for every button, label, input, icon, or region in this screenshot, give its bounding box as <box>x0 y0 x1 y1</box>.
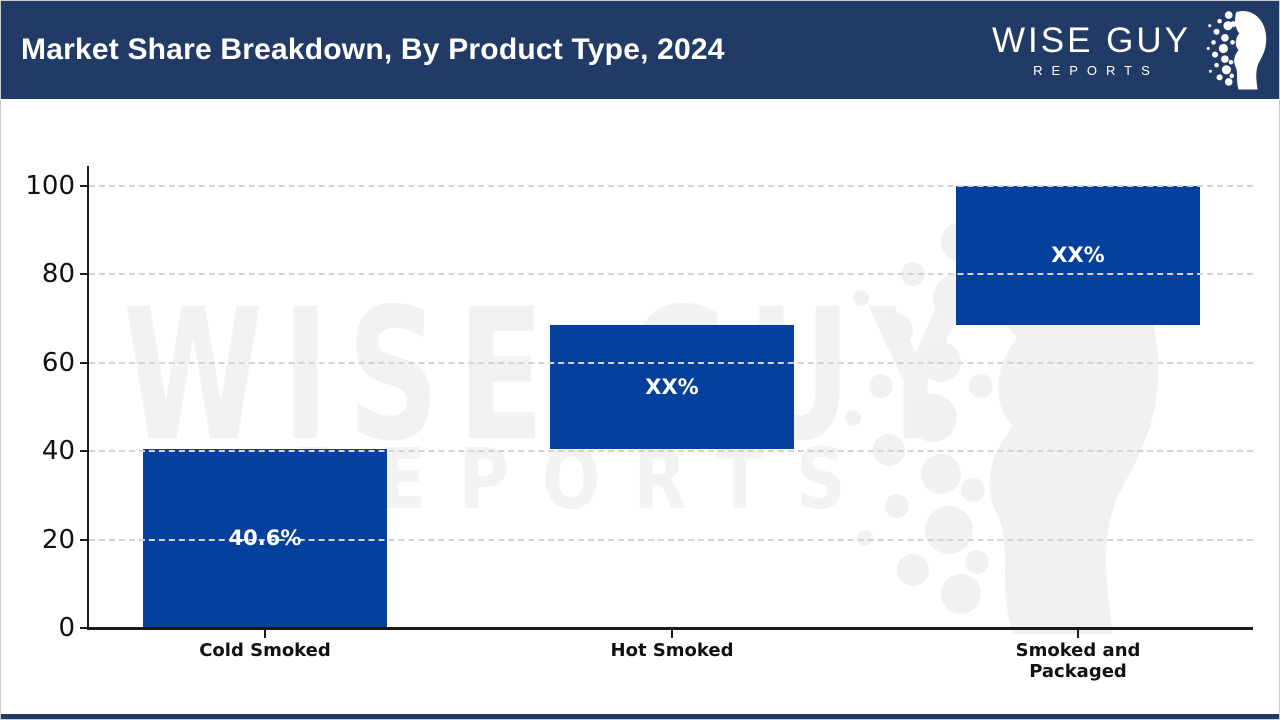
logo-reports-label: REPORTS <box>1033 62 1159 78</box>
y-axis-tick-mark <box>80 627 88 629</box>
y-axis-tick-mark <box>80 450 88 453</box>
wise-guy-reports-logo: WISE GUY REPORTS <box>992 7 1269 93</box>
y-axis-tick-label: 20 <box>41 524 75 555</box>
bar-value-label-cold-smoked: 40.6% <box>228 526 302 551</box>
x-axis-category-label-smoked-and-packaged: Smoked and Packaged <box>1015 640 1141 683</box>
y-axis-tick-mark <box>80 538 88 541</box>
y-axis-tick-label: 0 <box>58 613 75 643</box>
bar-cold-smoked <box>143 448 387 628</box>
x-axis-tick-mark <box>1077 630 1079 638</box>
bar-value-label-hot-smoked: XX% <box>645 374 699 399</box>
x-axis-tick-mark <box>264 630 266 638</box>
y-axis-tick-label: 80 <box>41 259 75 290</box>
logo-text: WISE GUY REPORTS <box>992 23 1191 78</box>
y-axis-tick-mark <box>80 273 88 276</box>
y-axis-line <box>87 166 89 629</box>
x-axis-tick-mark <box>671 630 673 638</box>
gridline-y-80 <box>89 273 1253 276</box>
gridline-y-20 <box>89 538 1253 541</box>
page-title: Market Share Breakdown, By Product Type,… <box>21 33 725 66</box>
y-axis-tick-mark <box>80 185 88 187</box>
x-axis-category-label-cold-smoked: Cold Smoked <box>199 640 331 661</box>
x-axis-line <box>87 627 1253 630</box>
y-axis-tick-mark <box>80 361 88 364</box>
gridline-y-100 <box>89 185 1253 187</box>
gridline-y-60 <box>89 361 1253 364</box>
y-axis-tick-label: 60 <box>41 347 75 378</box>
gridline-y-40 <box>89 450 1253 453</box>
x-axis-category-label-hot-smoked: Hot Smoked <box>610 640 734 661</box>
logo-face-icon <box>1193 7 1269 93</box>
header-bar: Market Share Breakdown, By Product Type,… <box>1 1 1279 99</box>
bar-value-label-smoked-and-packaged: XX% <box>1051 243 1105 268</box>
footer-bar <box>1 714 1279 719</box>
y-axis-tick-label: 40 <box>41 436 75 467</box>
logo-wiseguy-label: WISE GUY <box>991 20 1191 60</box>
y-axis-tick-label: 100 <box>25 171 75 201</box>
bar-hot-smoked <box>550 324 794 449</box>
